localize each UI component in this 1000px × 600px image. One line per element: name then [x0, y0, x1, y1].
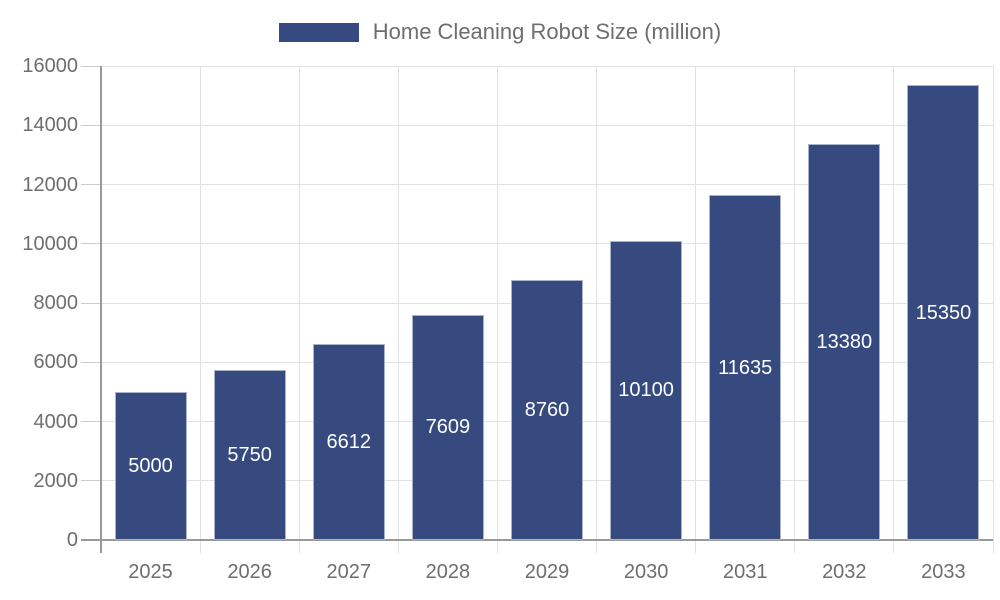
legend-label: Home Cleaning Robot Size (million)	[372, 19, 722, 44]
bar[interactable]: 7609	[411, 314, 484, 540]
gridline-vertical	[397, 66, 399, 553]
y-axis-tick-mark	[81, 124, 101, 126]
gridline-vertical	[298, 66, 300, 553]
bar-value-label: 5750	[227, 443, 272, 466]
y-axis-tick-label: 2000	[33, 469, 79, 492]
y-axis-tick-label: 8000	[33, 292, 79, 314]
y-axis-tick-mark	[81, 480, 101, 482]
bar[interactable]: 5750	[213, 369, 286, 540]
y-axis-tick-label: 10000	[22, 232, 78, 255]
gridline-vertical	[893, 66, 895, 553]
x-axis-tick-label: 2027	[326, 561, 372, 583]
x-axis-tick-label: 2031	[722, 561, 768, 583]
y-axis-tick-mark	[81, 243, 101, 245]
gridline-vertical	[794, 66, 796, 553]
y-axis-line	[100, 66, 102, 553]
legend[interactable]: Home Cleaning Robot Size (million)	[0, 20, 1000, 44]
x-axis-tick-label: 2029	[524, 561, 570, 583]
y-axis-tick-label: 4000	[33, 410, 79, 433]
x-axis-tick-label: 2026	[227, 561, 272, 583]
x-axis-tick-label: 2030	[623, 561, 669, 583]
y-axis-tick-mark	[81, 65, 101, 67]
bar[interactable]: 11635	[709, 195, 782, 540]
bar-value-label: 7609	[425, 416, 471, 439]
y-axis-tick-label: 6000	[33, 351, 79, 374]
y-axis-tick-label: 12000	[22, 173, 78, 196]
bar-value-label: 8760	[524, 399, 570, 422]
gridline-vertical	[596, 66, 598, 553]
x-axis-line	[81, 539, 993, 541]
y-axis-tick-mark	[81, 361, 101, 363]
x-axis-tick-label: 2033	[921, 561, 966, 583]
bar-value-label: 13380	[816, 330, 873, 353]
bar-value-label: 11635	[718, 356, 773, 379]
bar[interactable]: 15350	[907, 85, 980, 540]
bar-value-label: 5000	[128, 454, 173, 477]
gridline-vertical	[695, 66, 697, 553]
x-axis-tick-label: 2032	[822, 561, 867, 583]
bar-value-label: 15350	[915, 301, 972, 324]
y-axis-tick-mark	[81, 302, 101, 304]
gridline-horizontal	[101, 65, 993, 67]
gridline-vertical	[992, 66, 994, 553]
gridline-horizontal	[101, 124, 993, 126]
bar-value-label: 10100	[618, 379, 674, 402]
bar[interactable]: 10100	[610, 240, 683, 540]
x-axis-tick-label: 2028	[425, 561, 471, 583]
x-axis-tick-label: 2025	[128, 561, 173, 583]
y-axis-tick-label: 0	[66, 529, 78, 551]
gridline-vertical	[496, 66, 498, 553]
y-axis-tick-label: 16000	[22, 55, 78, 77]
y-axis-tick-mark	[81, 421, 101, 422]
gridline-horizontal	[101, 184, 993, 185]
bar[interactable]: 5000	[114, 391, 187, 540]
y-axis-tick-label: 14000	[22, 114, 78, 137]
bar[interactable]: 6612	[312, 344, 385, 540]
legend-swatch	[278, 22, 359, 42]
y-axis-tick-mark	[81, 184, 101, 185]
bar-value-label: 6612	[326, 431, 372, 454]
gridline-horizontal	[101, 243, 993, 245]
gridline-vertical	[199, 66, 201, 553]
bar[interactable]: 8760	[511, 280, 583, 540]
bar[interactable]: 13380	[808, 143, 881, 540]
